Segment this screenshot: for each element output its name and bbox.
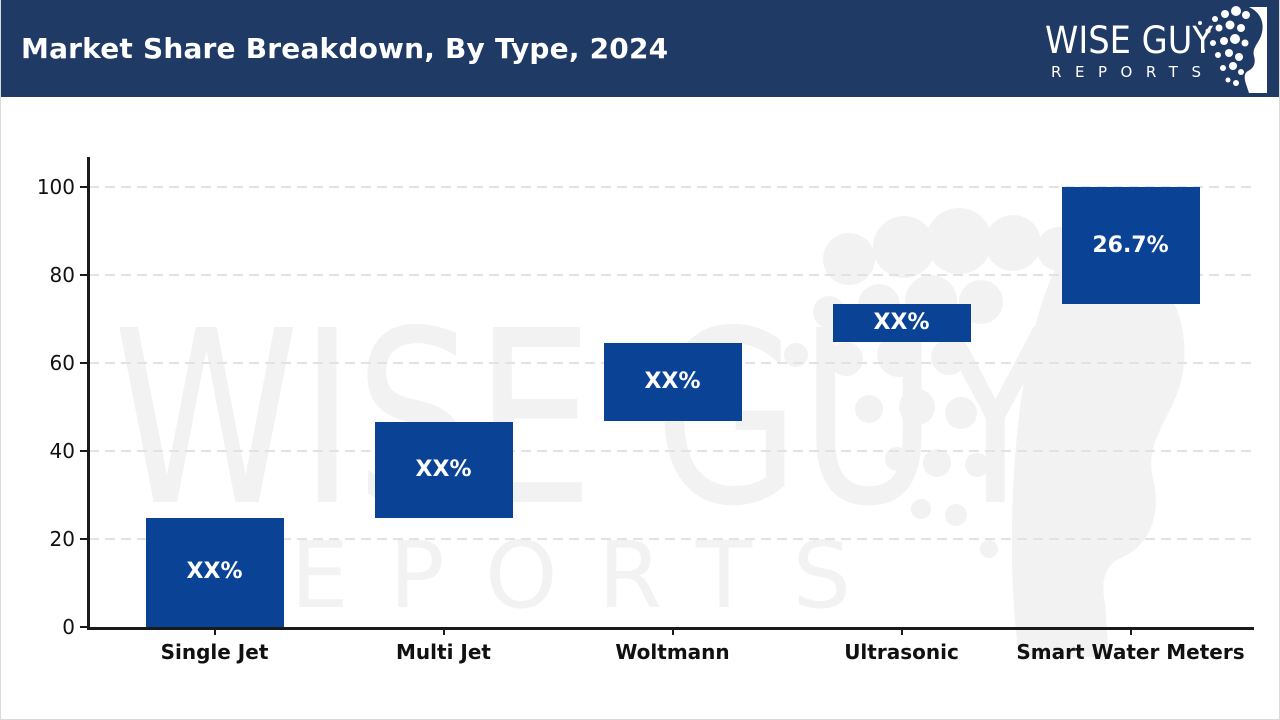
y-tick-label: 60 (49, 351, 75, 375)
x-tick-mark (671, 628, 674, 635)
y-tick-label: 0 (62, 615, 75, 639)
bar-label: XX% (415, 456, 472, 482)
y-tick-mark (80, 362, 89, 364)
x-category-label: Multi Jet (396, 640, 491, 664)
gridline (89, 450, 1254, 452)
header-bar: Market Share Breakdown, By Type, 2024 WI… (1, 0, 1279, 97)
gridline (89, 538, 1254, 540)
y-tick-label: 80 (49, 263, 75, 287)
x-tick-mark (442, 628, 445, 635)
gridline (89, 274, 1254, 276)
bar-multi-jet (374, 421, 513, 518)
x-category-label: Single Jet (160, 640, 269, 664)
gridline (89, 186, 1254, 188)
x-category-label: Ultrasonic (844, 640, 959, 664)
bar-label: XX% (186, 559, 243, 585)
waterfall-chart: 0 20 40 60 80 100 XX% Single Jet XX% Multi Jet XX%… (1, 97, 1279, 719)
bar-woltmann (603, 342, 742, 422)
bar-label: XX% (873, 309, 930, 335)
y-tick-mark (80, 186, 89, 188)
bar-label: 26.7% (1092, 232, 1169, 258)
y-tick-label: 20 (49, 527, 75, 551)
logo-face-icon (1198, 6, 1267, 93)
bar-single-jet (145, 517, 284, 627)
y-tick-mark (80, 274, 89, 276)
y-axis-spine (87, 156, 90, 630)
y-tick-mark (80, 538, 89, 540)
x-tick-mark (900, 628, 903, 635)
logo-subtext: REPORTS (1051, 63, 1201, 81)
y-tick-label: 40 (49, 439, 75, 463)
wise-guy-reports-logo: WISE GUY REPORTS (1045, 6, 1267, 93)
x-category-label: Woltmann (615, 640, 730, 664)
x-axis-spine (87, 627, 1254, 630)
y-tick-mark (80, 450, 89, 452)
x-category-label: Smart Water Meters (1016, 640, 1245, 664)
y-tick-label: 100 (36, 175, 75, 199)
logo-wordmark: WISE GUY (1045, 19, 1213, 62)
bar-label: XX% (644, 368, 701, 394)
page-title: Market Share Breakdown, By Type, 2024 (21, 32, 669, 65)
x-tick-mark (213, 628, 216, 635)
y-tick-mark (80, 626, 89, 628)
